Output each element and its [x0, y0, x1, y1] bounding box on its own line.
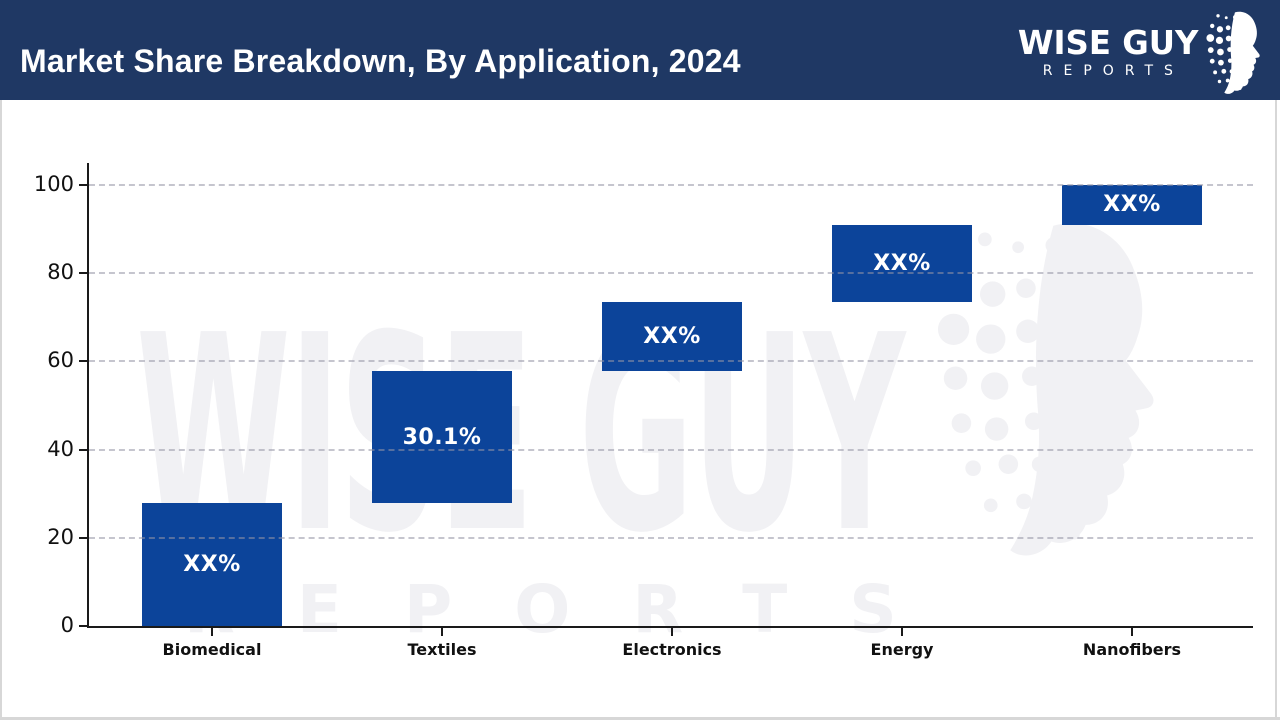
y-tick-label: 40 — [47, 436, 74, 461]
bar-value-label: XX% — [643, 323, 701, 349]
bar: 30.1% — [372, 370, 512, 504]
y-tick-label: 20 — [47, 524, 74, 549]
bar-value-label: XX% — [873, 250, 931, 276]
x-axis — [86, 625, 1253, 628]
bar-value-label: XX% — [183, 552, 241, 578]
bar-value-label: 30.1% — [402, 424, 482, 450]
gridline — [88, 536, 1253, 539]
y-tick — [79, 536, 88, 539]
y-tick-label: 0 — [60, 613, 74, 637]
x-tick — [901, 628, 903, 636]
brand-name: WISE GUY — [1017, 23, 1199, 62]
bar-value-label: XX% — [1103, 192, 1161, 218]
y-tick-label: 60 — [47, 348, 74, 373]
bar: XX% — [1062, 185, 1202, 225]
x-axis-label: Energy — [870, 640, 934, 659]
x-tick — [671, 628, 673, 636]
gridline — [88, 184, 1253, 186]
bar: XX% — [602, 302, 742, 371]
x-tick — [211, 628, 213, 636]
y-tick — [79, 625, 88, 627]
market-share-chart: 0 20 40 60 80 100 XX% Biomedical 30.1% Textiles XX… — [0, 100, 1280, 720]
y-tick — [79, 448, 88, 451]
y-axis — [86, 163, 89, 628]
gridline — [88, 448, 1253, 451]
bar: XX% — [832, 224, 972, 303]
left-edge — [0, 100, 2, 720]
bar: XX% — [142, 503, 282, 626]
x-axis-label: Nanofibers — [1082, 640, 1182, 659]
y-tick-label: 80 — [47, 260, 74, 285]
x-axis-label: Electronics — [622, 640, 722, 659]
x-axis-label: Textiles — [407, 640, 477, 659]
brand-subtitle: REPORTS — [1042, 63, 1184, 79]
y-tick — [79, 360, 88, 363]
gridline — [88, 272, 1253, 275]
x-axis-label: Biomedical — [162, 640, 262, 659]
page-title: Market Share Breakdown, By Application, … — [20, 42, 741, 79]
y-tick-label: 100 — [33, 172, 74, 196]
x-tick — [441, 628, 443, 636]
gridline — [88, 360, 1253, 363]
x-tick — [1131, 628, 1133, 636]
right-edge — [1275, 100, 1277, 720]
y-tick — [79, 184, 88, 186]
bottom-edge — [0, 717, 1280, 720]
brand-logo: WISE GUY REPORTS — [1016, 9, 1262, 96]
brand-face-icon — [1206, 11, 1260, 94]
y-tick — [79, 272, 88, 275]
header-bar: Market Share Breakdown, By Application, … — [0, 0, 1280, 100]
